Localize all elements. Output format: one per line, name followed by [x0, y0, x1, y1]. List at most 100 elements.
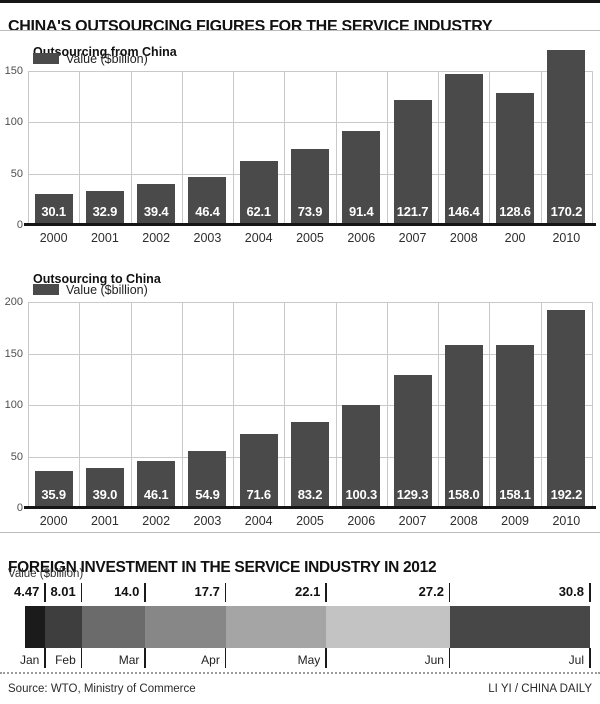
- gridline-v: [181, 302, 183, 508]
- strip-month-label: Feb: [55, 653, 76, 667]
- gridline-v: [540, 302, 542, 508]
- x-tick-label: 2006: [347, 514, 376, 528]
- strip-month-label: Jun: [424, 653, 444, 667]
- bar: 128.6: [496, 92, 535, 225]
- x-tick-label: 2005: [296, 514, 324, 528]
- chart1-plot-area: 30.1 32.9 39.4 46.4 62.1 73.9 91.4 121.7 146.4 12…: [24, 44, 596, 226]
- gridline-v: [233, 70, 235, 225]
- x-tick-label: 2003: [193, 231, 222, 245]
- bar-value-label: 71.6: [246, 487, 271, 502]
- footer-dotted-rule: [0, 672, 600, 674]
- x-axis-baseline: [24, 223, 596, 226]
- bar-value-label: 73.9: [297, 204, 323, 219]
- bar: 146.4: [444, 74, 483, 225]
- gridline-v: [335, 70, 337, 225]
- strip-segment: [145, 606, 226, 648]
- gridline-v: [284, 70, 286, 225]
- strip-month-label: Jul: [568, 653, 584, 667]
- bar: 100.3: [342, 404, 381, 508]
- x-tick-label: 2000: [39, 231, 68, 245]
- gridline-v: [233, 302, 235, 508]
- strip-value-tick: [44, 583, 46, 602]
- strip-month-tick: [224, 648, 227, 668]
- strip-value-label: 14.0: [114, 584, 140, 599]
- strip-value-tick: [80, 583, 83, 602]
- section3-unit-label: Value ($billion): [8, 568, 84, 580]
- strip-month-tick: [144, 648, 146, 668]
- x-tick-label: 200: [504, 231, 526, 245]
- bar: 46.1: [137, 460, 176, 508]
- y-tick-label: 0: [16, 502, 23, 514]
- chart2-legend-label: Value ($billion): [66, 283, 148, 297]
- bar: 192.2: [547, 310, 586, 508]
- bar-value-label: 83.2: [297, 487, 323, 502]
- strip-value-label: 17.7: [194, 584, 220, 599]
- bar-value-label: 54.9: [195, 487, 220, 502]
- y-tick-label: 200: [4, 296, 23, 308]
- gridline-v: [130, 70, 132, 225]
- bar: 39.0: [85, 467, 124, 508]
- chart1-x-axis: 2000 2001 2002 2003 2004 2005 2006 2007 2008 200 2…: [28, 231, 592, 247]
- bar: 73.9: [291, 148, 329, 225]
- x-tick-label: 2009: [501, 514, 529, 528]
- top-border-rule: [0, 0, 600, 3]
- gridline-v: [386, 302, 388, 508]
- strip-segment: [45, 606, 82, 648]
- gridline-v: [284, 302, 286, 508]
- bar-value-label: 30.1: [41, 204, 66, 219]
- strip-bar: [25, 606, 590, 648]
- strip-value-tick: [448, 583, 451, 602]
- y-tick-label: 150: [4, 347, 23, 360]
- bar: 170.2: [547, 49, 586, 225]
- x-tick-label: 2008: [449, 514, 478, 528]
- strip-segment: [326, 606, 450, 648]
- strip-value-tick: [144, 583, 146, 602]
- chart1-legend-label: Value ($billion): [66, 52, 148, 66]
- y-tick-label: 50: [10, 450, 23, 463]
- gridline-v: [438, 302, 440, 508]
- page-title: CHINA'S OUTSOURCING FIGURES FOR THE SERV…: [8, 17, 493, 35]
- bar: 35.9: [34, 471, 73, 508]
- bar-value-label: 100.3: [345, 487, 378, 502]
- gridline-v: [489, 70, 491, 225]
- strip-month-tick: [448, 648, 451, 668]
- gridline-h: [28, 122, 592, 123]
- chart2-plot-area: 35.9 39.0 46.1 54.9 71.6 83.2 100.3 129.3 158.0 1…: [24, 302, 596, 509]
- bar: 46.4: [188, 177, 227, 225]
- gridline-v: [386, 70, 388, 225]
- section-divider-rule: [0, 532, 600, 533]
- strip-month-tick: [325, 648, 327, 668]
- strip-month-labels: Jan Feb Mar Apr May Jun Jul: [20, 648, 591, 670]
- y-tick-label: 0: [16, 219, 23, 231]
- chart2-x-axis: 2000 2001 2002 2003 2004 2005 2006 2007 2008 2009…: [28, 514, 592, 530]
- bar: 91.4: [342, 130, 381, 225]
- gridline-v: [79, 70, 81, 225]
- gridline-v: [438, 70, 440, 225]
- x-tick-label: 2004: [244, 514, 273, 528]
- strip-month-label: Mar: [118, 653, 140, 667]
- bar: 71.6: [239, 434, 278, 508]
- gridline-v: [130, 302, 132, 508]
- bar-value-label: 91.4: [349, 204, 374, 219]
- y-tick-label: 50: [10, 167, 23, 180]
- strip-value-label: 8.01: [50, 584, 76, 599]
- strip-value-labels: 4.47 8.01 14.0 17.7 22.1 27.2 30.8: [14, 583, 591, 604]
- strip-month-label: Jan: [19, 653, 40, 667]
- bar-value-label: 146.4: [448, 204, 480, 219]
- strip-value-label: 27.2: [418, 584, 444, 599]
- bar-value-label: 192.2: [550, 487, 583, 502]
- bar-value-label: 170.2: [550, 204, 583, 219]
- x-tick-label: 2003: [193, 514, 222, 528]
- gridline-v: [28, 302, 29, 508]
- bar-value-label: 121.7: [396, 204, 429, 219]
- gridline-h: [28, 353, 592, 355]
- bar-value-label: 158.1: [499, 487, 531, 502]
- x-tick-label: 2007: [398, 231, 427, 245]
- x-tick-label: 2000: [39, 514, 68, 528]
- x-tick-label: 2007: [398, 514, 427, 528]
- gridline-v: [592, 302, 593, 508]
- bar-value-label: 62.1: [246, 204, 271, 219]
- bar: 158.1: [496, 345, 535, 508]
- x-tick-label: 2010: [552, 514, 581, 528]
